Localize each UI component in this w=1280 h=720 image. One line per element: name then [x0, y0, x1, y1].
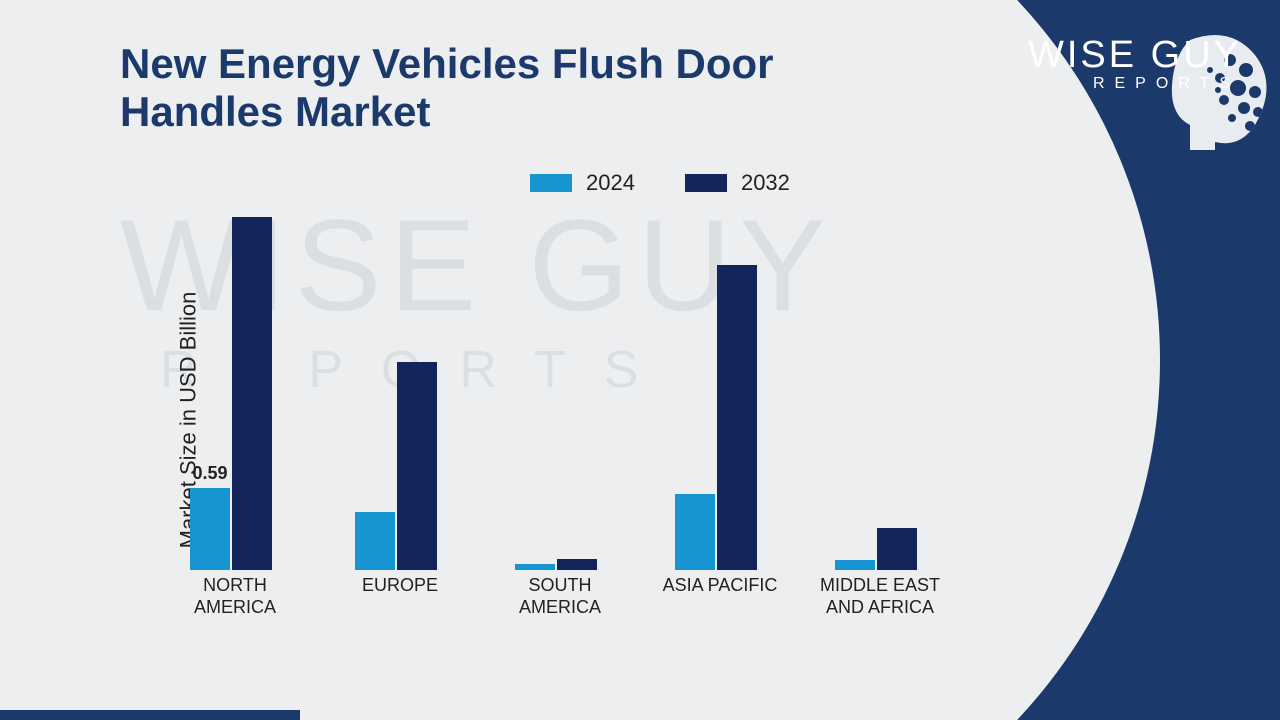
bar-2032	[232, 217, 272, 570]
brand-logo-text: WISE GUY REPORTS	[1028, 34, 1242, 93]
bar-chart: Market Size in USD Billion 2024 2032 0.5…	[60, 170, 960, 670]
brand-subline: REPORTS	[1028, 75, 1242, 93]
bar-value-label: 0.59	[180, 463, 240, 484]
category-label: ASIA PACIFIC	[655, 575, 785, 597]
bar-2032	[877, 528, 917, 570]
bar-2032	[717, 265, 757, 570]
legend-swatch-2024	[530, 174, 572, 192]
brand-word-2: GUY	[1151, 34, 1242, 76]
bar-2024	[835, 560, 875, 570]
bar-2032	[397, 362, 437, 570]
brand-word-1: WISE	[1028, 34, 1137, 76]
legend-swatch-2032	[685, 174, 727, 192]
legend-label-2024: 2024	[586, 170, 635, 196]
legend-label-2032: 2032	[741, 170, 790, 196]
canvas: WISE GUY REPORTS New Energy Vehicles Flu…	[0, 0, 1280, 720]
category-label: SOUTH AMERICA	[495, 575, 625, 618]
legend: 2024 2032	[530, 170, 790, 196]
category-label: EUROPE	[335, 575, 465, 597]
page-title: New Energy Vehicles Flush Door Handles M…	[120, 40, 840, 137]
bar-2024	[190, 488, 230, 570]
bar-2024	[675, 494, 715, 570]
category-label: NORTH AMERICA	[170, 575, 300, 618]
bar-2024	[515, 564, 555, 570]
plot-area: 0.59	[150, 210, 940, 570]
bar-2032	[557, 559, 597, 570]
bottom-accent-bar	[0, 710, 300, 720]
category-label: MIDDLE EAST AND AFRICA	[815, 575, 945, 618]
bar-2024	[355, 512, 395, 570]
legend-item-2032: 2032	[685, 170, 790, 196]
legend-item-2024: 2024	[530, 170, 635, 196]
